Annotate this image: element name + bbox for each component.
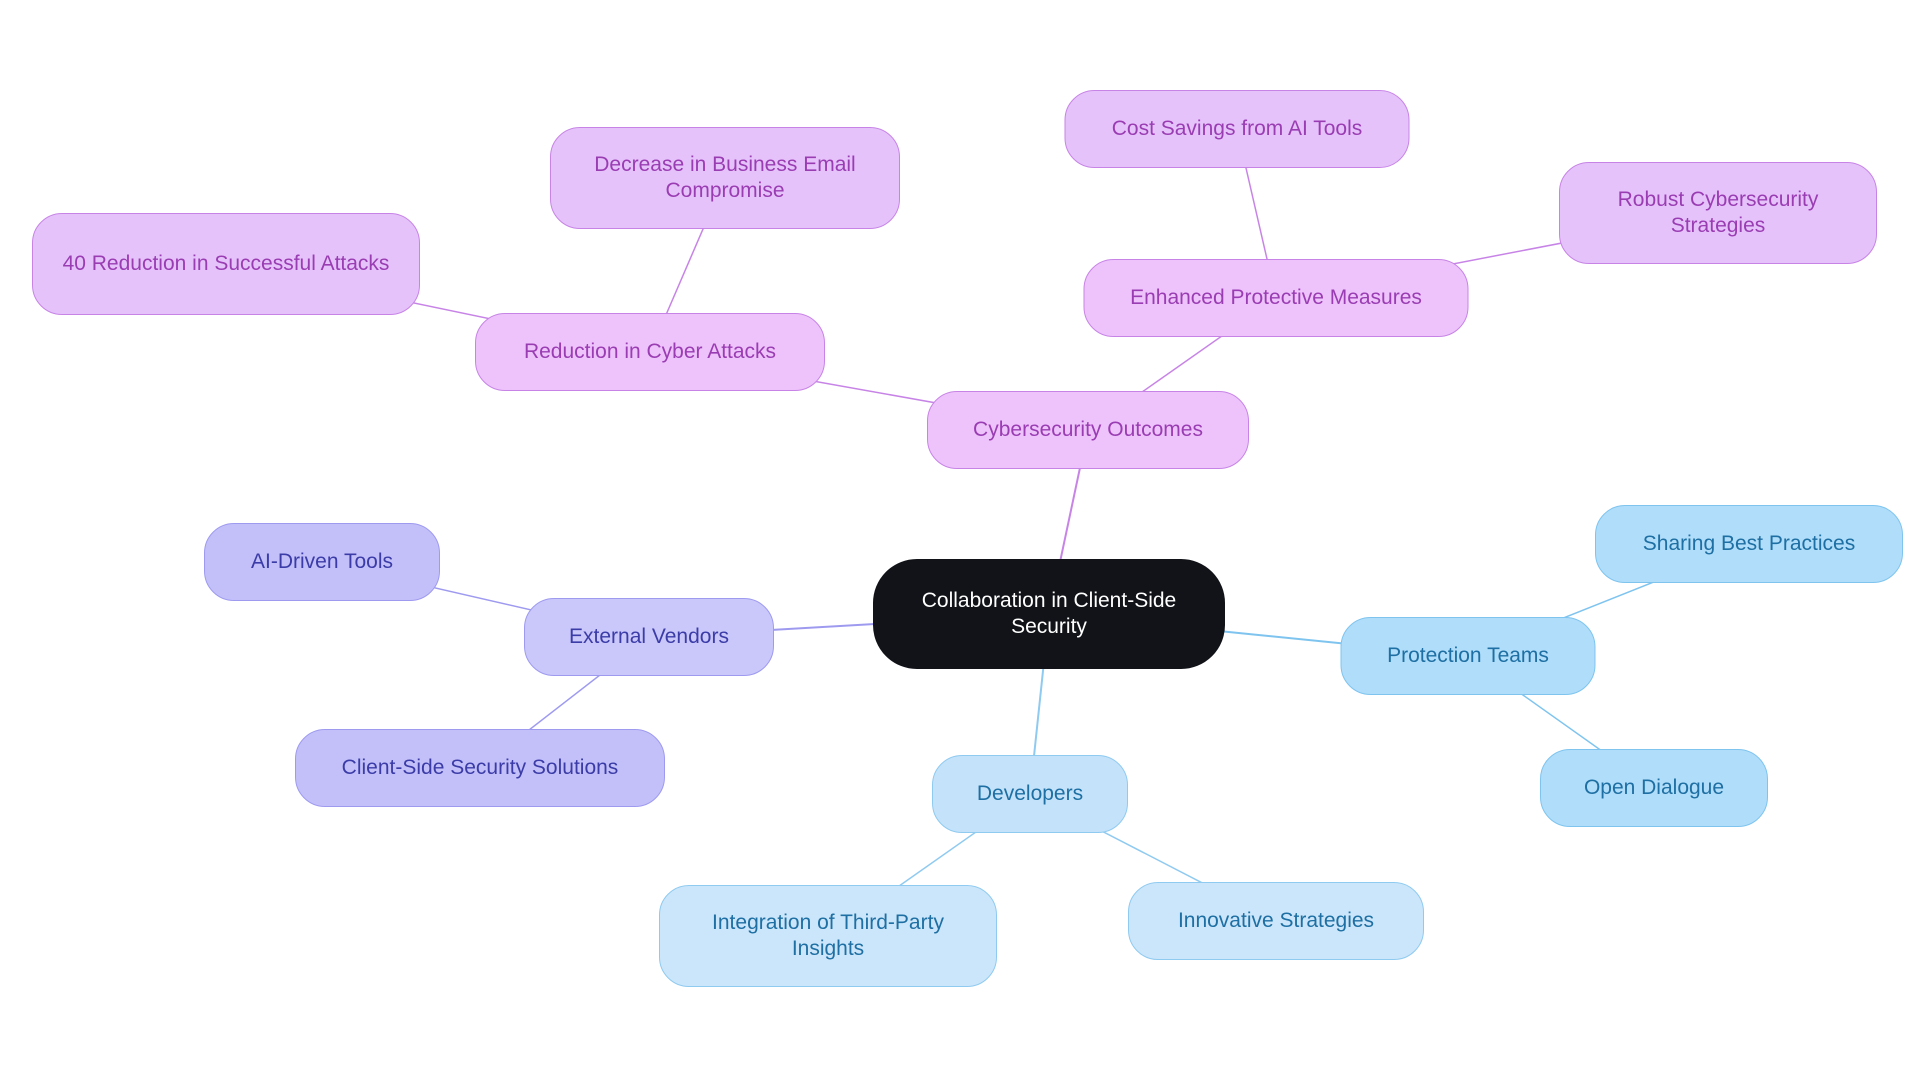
node-label: Collaboration in Client-Side Security	[902, 588, 1196, 641]
node-label: Innovative Strategies	[1178, 908, 1374, 934]
node-label: Reduction in Cyber Attacks	[524, 339, 776, 365]
node-share: Sharing Best Practices	[1595, 505, 1903, 583]
node-label: Decrease in Business Email Compromise	[579, 152, 871, 205]
node-label: Open Dialogue	[1584, 775, 1724, 801]
node-enh: Enhanced Protective Measures	[1084, 259, 1469, 337]
node-forty: 40 Reduction in Successful Attacks	[32, 213, 420, 315]
node-label: Cost Savings from AI Tools	[1112, 116, 1363, 142]
node-label: Integration of Third-Party Insights	[688, 910, 968, 963]
node-label: Cybersecurity Outcomes	[973, 417, 1203, 443]
node-ext: External Vendors	[524, 598, 774, 676]
node-cost: Cost Savings from AI Tools	[1065, 90, 1410, 168]
node-integ: Integration of Third-Party Insights	[659, 885, 997, 987]
node-center: Collaboration in Client-Side Security	[873, 559, 1225, 669]
node-css: Client-Side Security Solutions	[295, 729, 665, 807]
node-label: AI-Driven Tools	[251, 549, 393, 575]
node-label: Sharing Best Practices	[1643, 531, 1855, 557]
node-ai: AI-Driven Tools	[204, 523, 440, 601]
node-red: Reduction in Cyber Attacks	[475, 313, 825, 391]
node-dev: Developers	[932, 755, 1128, 833]
node-innov: Innovative Strategies	[1128, 882, 1424, 960]
node-label: Protection Teams	[1387, 643, 1549, 669]
node-label: 40 Reduction in Successful Attacks	[63, 251, 390, 277]
node-label: Client-Side Security Solutions	[342, 755, 619, 781]
node-dec: Decrease in Business Email Compromise	[550, 127, 900, 229]
node-label: Enhanced Protective Measures	[1130, 285, 1422, 311]
node-cyb: Cybersecurity Outcomes	[927, 391, 1249, 469]
node-label: Robust Cybersecurity Strategies	[1588, 187, 1848, 240]
node-prot: Protection Teams	[1341, 617, 1596, 695]
node-label: Developers	[977, 781, 1083, 807]
node-rob: Robust Cybersecurity Strategies	[1559, 162, 1877, 264]
node-label: External Vendors	[569, 624, 729, 650]
node-open: Open Dialogue	[1540, 749, 1768, 827]
